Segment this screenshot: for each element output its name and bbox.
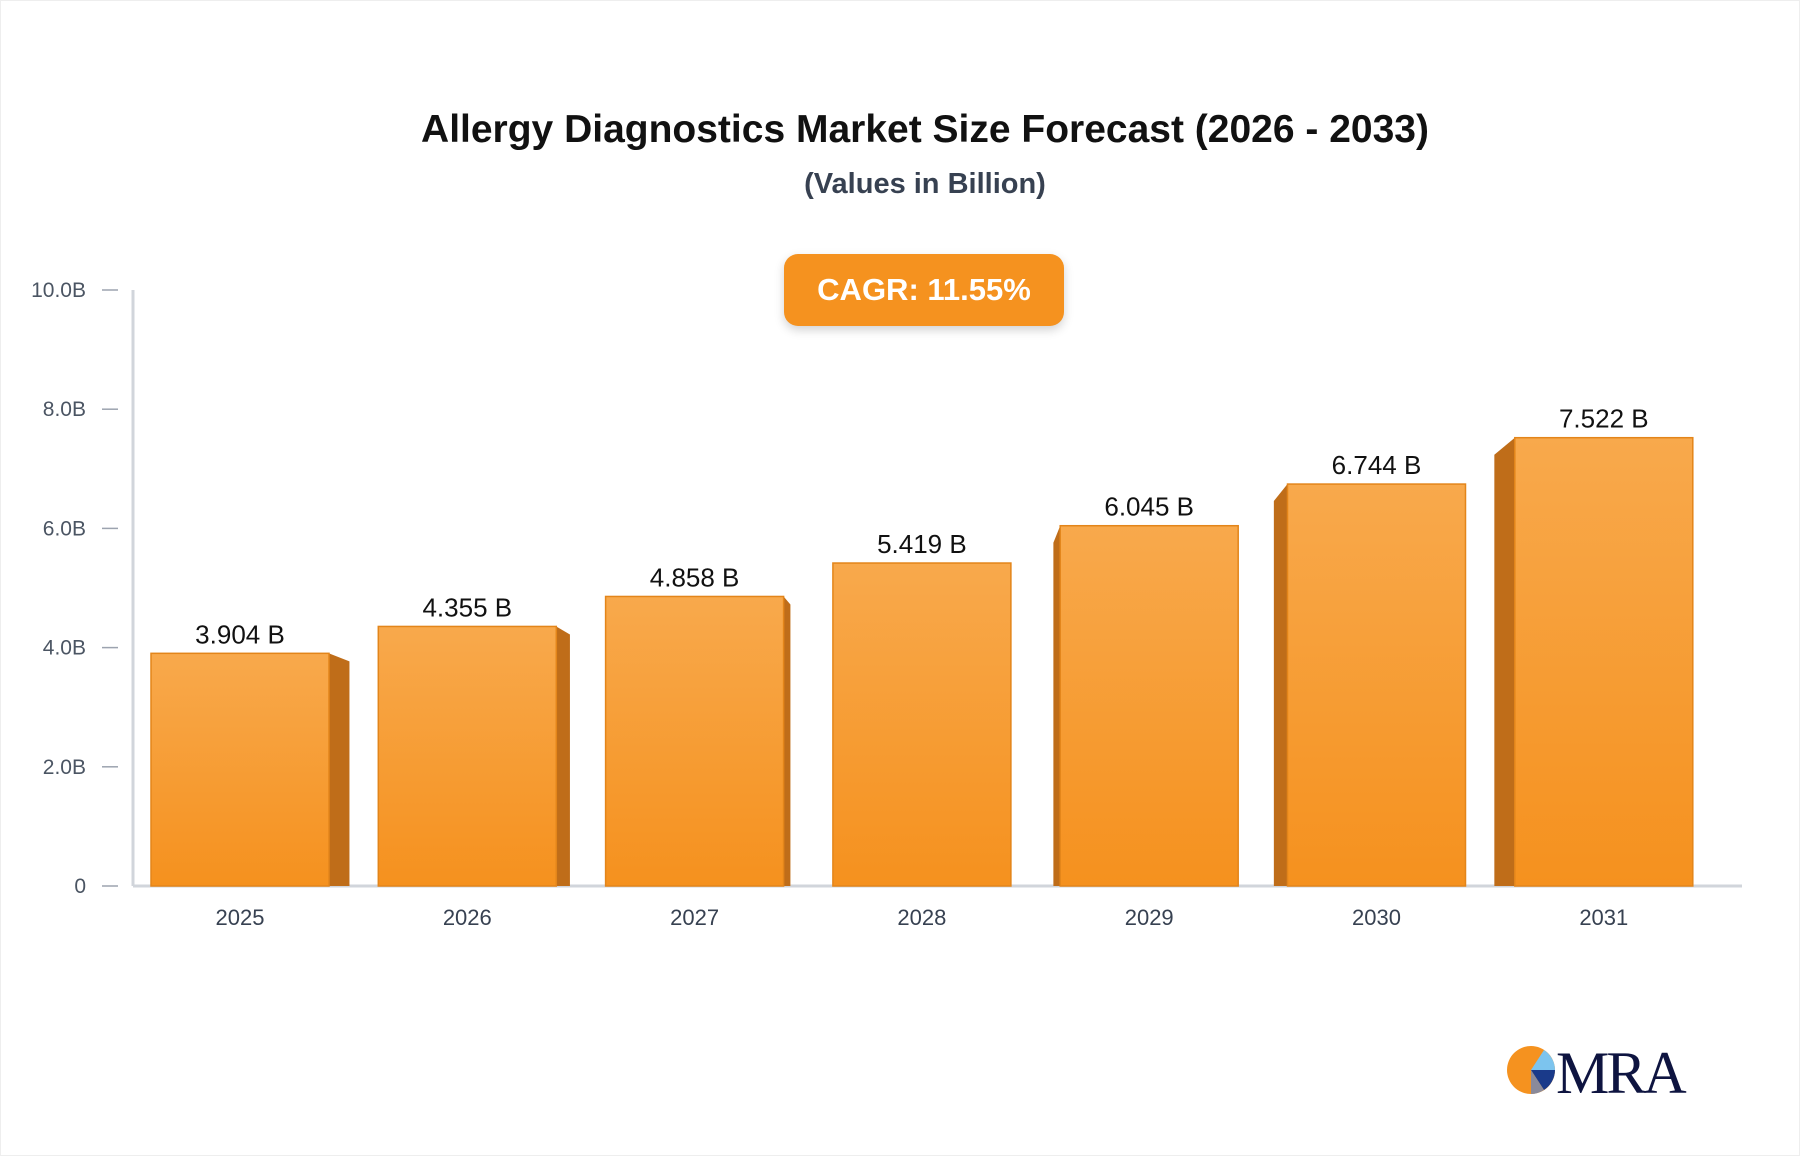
bar [604,595,785,887]
bar-2025: 3.904 B 2025 [150,619,350,930]
bar [1514,436,1694,887]
x-tick-label: 2031 [1579,905,1628,930]
y-tick-label: 4.0B [43,637,86,660]
y-tick-label: 2.0B [43,756,86,779]
bar-side [329,653,350,886]
y-tick-label: 10.0B [31,279,86,302]
bar [832,562,1012,887]
bar-side [556,626,570,886]
bar-side [783,596,791,886]
bar-2026: 4.355 B 2026 [377,592,570,930]
mra-logo: MRA [1507,1040,1689,1100]
data-label: 5.419 B [877,529,967,559]
bar-2031: 7.522 B 2031 [1494,404,1694,930]
x-tick-label: 2027 [670,905,719,930]
x-tick-label: 2025 [216,905,265,930]
bar-side [1273,484,1288,886]
x-tick-label: 2029 [1125,905,1174,930]
bar-2027: 4.858 B 2027 [604,562,791,930]
bar [377,625,558,887]
chart-title: Allergy Diagnostics Market Size Forecast… [421,108,1429,151]
x-tick-label: 2028 [897,905,946,930]
data-label: 7.522 B [1559,404,1649,434]
bar-side [1053,525,1061,886]
bar [150,652,330,887]
chart-subtitle: (Values in Billion) [804,168,1046,200]
x-tick-label: 2026 [443,905,492,930]
data-label: 4.355 B [422,592,512,622]
svg-text:MRA: MRA [1556,1040,1686,1100]
y-tick-label: 6.0B [43,517,86,540]
bar-side [1494,437,1515,886]
data-label: 6.744 B [1332,450,1422,480]
data-label: 3.904 B [195,619,285,649]
x-tick-label: 2030 [1352,905,1401,930]
bar-2030: 6.744 B 2030 [1273,450,1467,930]
bar [1286,483,1467,887]
cagr-badge: CAGR: 11.55% [784,254,1064,326]
data-label: 6.045 B [1104,492,1194,522]
bar-2028: 5.419 B 2028 [832,529,1012,930]
y-tick-label: 0 [74,875,86,898]
bar-2029: 6.045 B 2029 [1053,492,1239,930]
y-tick-label: 8.0B [43,398,86,421]
data-label: 4.858 B [650,562,740,592]
bar [1059,524,1239,887]
